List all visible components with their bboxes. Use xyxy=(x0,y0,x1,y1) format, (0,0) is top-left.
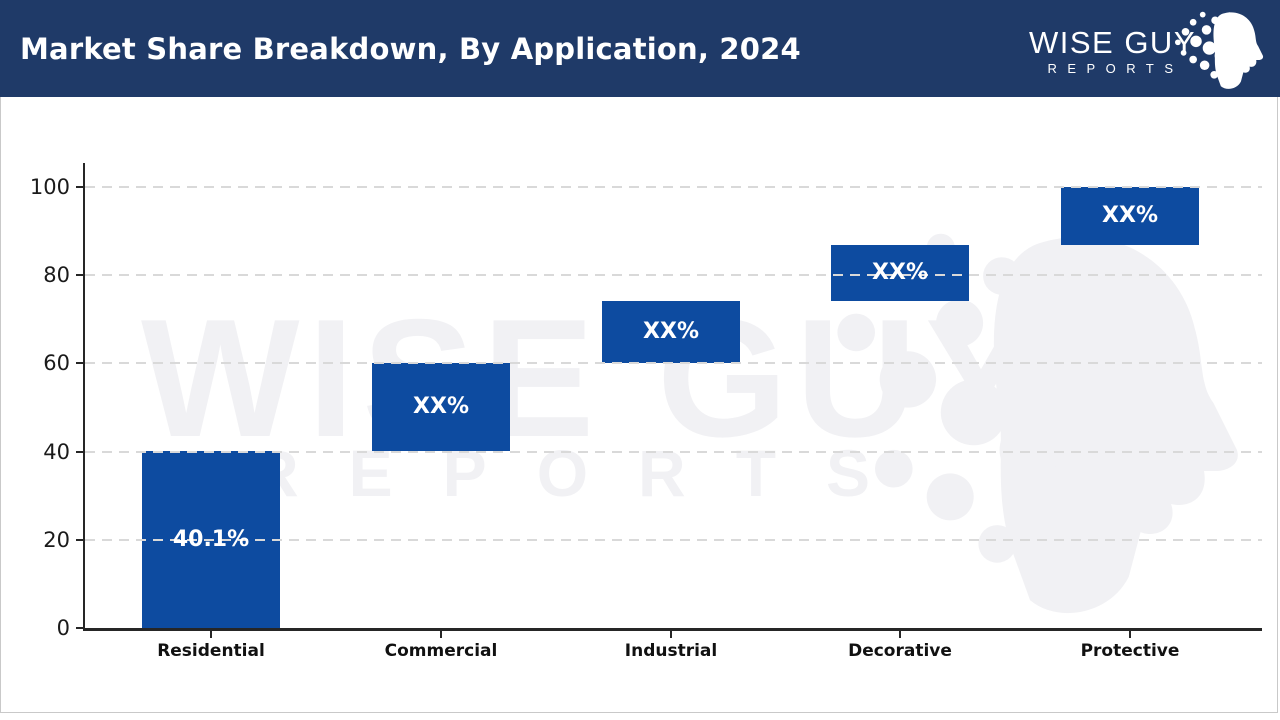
x-axis-line xyxy=(83,628,1262,631)
y-tick-mark xyxy=(76,538,83,541)
wiseguy-logo: WISE GUY REPORTS xyxy=(1029,6,1266,97)
bar-value-label: XX% xyxy=(643,319,699,345)
page-title: Market Share Breakdown, By Application, … xyxy=(20,31,801,66)
y-axis-tick-label: 100 xyxy=(29,175,70,199)
gridline xyxy=(85,538,1262,541)
y-tick-mark xyxy=(76,186,83,188)
gridline xyxy=(85,450,1262,453)
header: Market Share Breakdown, By Application, … xyxy=(0,0,1280,97)
x-axis-label: Decorative xyxy=(848,641,952,661)
y-tick-mark xyxy=(76,450,83,453)
x-axis-label: Residential xyxy=(157,641,265,661)
bar-value-label: XX% xyxy=(1102,202,1158,228)
bar-value-label: XX% xyxy=(413,394,469,420)
bar xyxy=(372,363,510,452)
y-tick-mark xyxy=(76,274,83,277)
logo-subtext: REPORTS xyxy=(1047,61,1184,76)
x-tick-mark xyxy=(210,631,212,638)
gridline xyxy=(85,362,1262,365)
y-axis-tick-label: 20 xyxy=(43,527,70,552)
y-tick-mark xyxy=(76,627,83,629)
y-tick-mark xyxy=(76,362,83,365)
x-tick-mark xyxy=(440,631,442,638)
x-tick-mark xyxy=(899,631,901,638)
gridline xyxy=(85,274,1262,277)
bar xyxy=(602,300,740,364)
y-axis-tick-label: 0 xyxy=(56,616,70,640)
bar-value-label: XX% xyxy=(872,259,928,285)
x-axis-label: Commercial xyxy=(384,641,498,661)
gridline xyxy=(85,186,1262,188)
logo-text: WISE GUY REPORTS xyxy=(1029,26,1196,77)
x-axis-label: Industrial xyxy=(624,641,718,661)
face-profile-icon xyxy=(1170,6,1266,97)
y-axis-tick-label: 40 xyxy=(43,439,70,464)
bar xyxy=(1061,187,1199,245)
bar-value-label: 40.1% xyxy=(172,526,250,552)
y-axis-tick-label: 80 xyxy=(43,263,70,288)
x-tick-mark xyxy=(670,631,672,638)
logo-wordmark: WISE GUY xyxy=(1028,25,1196,60)
x-tick-mark xyxy=(1129,631,1131,638)
y-axis-tick-label: 60 xyxy=(43,351,70,376)
x-axis-label: Protective xyxy=(1080,641,1180,661)
y-axis-line xyxy=(83,163,85,631)
